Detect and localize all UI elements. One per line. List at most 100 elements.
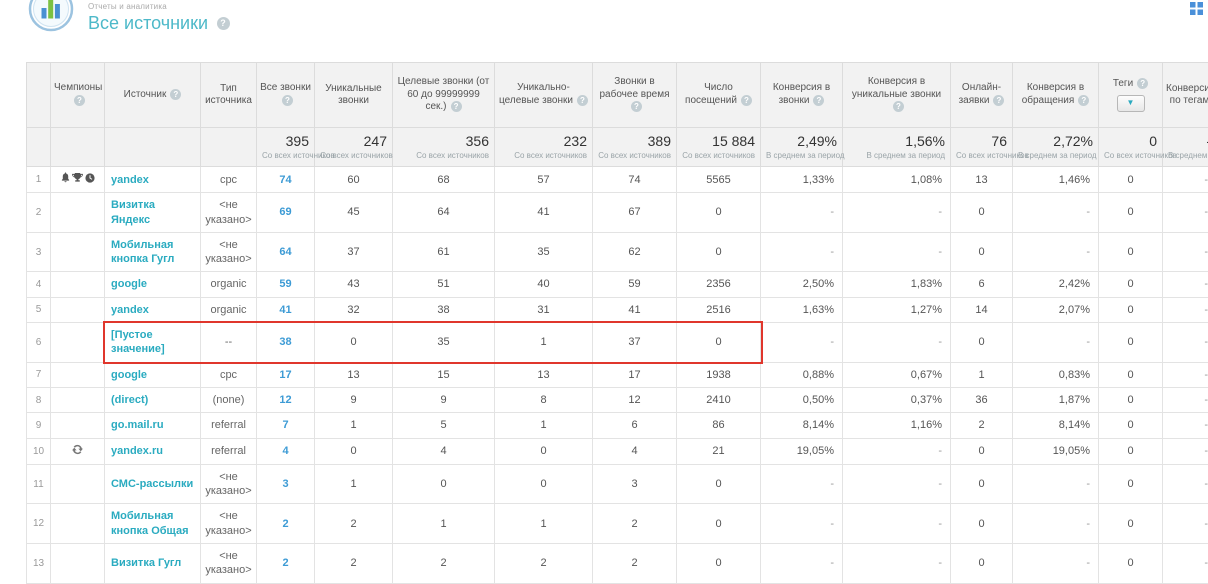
col-header-visits[interactable]: Число посещений? <box>677 63 761 128</box>
cell-visits: 0 <box>677 464 761 504</box>
source-link[interactable]: Визитка Яндекс <box>111 199 155 225</box>
col-header-target_calls[interactable]: Целевые звонки (от 60 до 99999999 сек.)? <box>393 63 495 128</box>
cell-visits: 0 <box>677 193 761 233</box>
cell-conv_tags: - <box>1163 272 1208 297</box>
cell-source-type: <не указано> <box>201 464 257 504</box>
report-logo-icon <box>28 0 74 37</box>
cell-conv_appeals: - <box>1013 232 1099 272</box>
help-icon[interactable]: ? <box>631 101 642 112</box>
col-header-type[interactable]: Тип источника <box>201 63 257 128</box>
cell-conv_appeals: - <box>1013 193 1099 233</box>
help-icon[interactable]: ? <box>1137 78 1148 89</box>
cell-work_calls: 12 <box>593 387 677 412</box>
title-help-icon[interactable]: ? <box>217 17 230 30</box>
cell-work_calls: 2 <box>593 544 677 584</box>
cell-online_leads: 14 <box>951 297 1013 322</box>
col-header-conv_calls[interactable]: Конверсия в звонки? <box>761 63 843 128</box>
cell-conv_unique: 0,67% <box>843 362 951 387</box>
cell-unique_target_calls: 40 <box>495 272 593 297</box>
help-icon[interactable]: ? <box>577 95 588 106</box>
help-icon[interactable]: ? <box>813 95 824 106</box>
col-header-source[interactable]: Источник? <box>105 63 201 128</box>
cell-source: (direct) <box>105 387 201 412</box>
help-icon[interactable]: ? <box>451 101 462 112</box>
cell-conv_unique: - <box>843 544 951 584</box>
trophy-icon[interactable] <box>72 173 83 187</box>
cell-visits: 2410 <box>677 387 761 412</box>
cell-all_calls: 12 <box>257 387 315 412</box>
col-header-champions[interactable]: Чемпионы? <box>51 63 105 128</box>
source-link[interactable]: yandex <box>111 304 149 316</box>
cell-conv_unique: - <box>843 232 951 272</box>
cell-visits: 0 <box>677 232 761 272</box>
col-header-all_calls[interactable]: Все звонки? <box>257 63 315 128</box>
col-header-tags[interactable]: Теги?▼ <box>1099 63 1163 128</box>
cell-unique_target_calls: 41 <box>495 193 593 233</box>
cell-row-number: 11 <box>27 464 51 504</box>
apps-grid-icon[interactable] <box>1190 2 1203 20</box>
cell-champions <box>51 362 105 387</box>
cell-all_calls: 38 <box>257 323 315 363</box>
cell-target_calls: 5 <box>393 413 495 438</box>
source-link[interactable]: yandex <box>111 174 149 186</box>
col-header-conv_appeals[interactable]: Конверсия в обращения? <box>1013 63 1099 128</box>
help-icon[interactable]: ? <box>74 95 85 106</box>
col-header-unique_target_calls[interactable]: Уникально-целевые звонки? <box>495 63 593 128</box>
help-icon[interactable]: ? <box>741 95 752 106</box>
cell-conv_calls: 0,50% <box>761 387 843 412</box>
col-header-unique_calls[interactable]: Уникальные звонки <box>315 63 393 128</box>
source-link[interactable]: google <box>111 369 147 381</box>
col-header-online_leads[interactable]: Онлайн-заявки? <box>951 63 1013 128</box>
help-icon[interactable]: ? <box>282 95 293 106</box>
cell-conv_unique: 1,16% <box>843 413 951 438</box>
cell-unique_calls: 1 <box>315 464 393 504</box>
tags-filter-button[interactable]: ▼ <box>1117 95 1145 112</box>
total-empty <box>27 128 51 167</box>
cell-champions <box>51 413 105 438</box>
cell-target_calls: 64 <box>393 193 495 233</box>
source-link[interactable]: Визитка Гугл <box>111 557 181 569</box>
cell-row-number: 4 <box>27 272 51 297</box>
cell-champions <box>51 438 105 464</box>
help-icon[interactable]: ? <box>993 95 1004 106</box>
help-icon[interactable]: ? <box>1078 95 1089 106</box>
cell-conv_appeals: 19,05% <box>1013 438 1099 464</box>
source-link[interactable]: go.mail.ru <box>111 419 164 431</box>
col-header-conv_tags[interactable]: Конверсия по тегам <box>1163 63 1208 128</box>
clock-icon[interactable] <box>85 173 95 187</box>
total-empty <box>201 128 257 167</box>
cell-unique_target_calls: 0 <box>495 438 593 464</box>
source-link[interactable]: yandex.ru <box>111 445 163 457</box>
cell-unique_calls: 9 <box>315 387 393 412</box>
cell-conv_appeals: - <box>1013 544 1099 584</box>
cell-online_leads: 1 <box>951 362 1013 387</box>
source-link[interactable]: Мобильная кнопка Гугл <box>111 239 174 265</box>
source-link[interactable]: google <box>111 278 147 290</box>
cell-conv_appeals: 2,42% <box>1013 272 1099 297</box>
bell-icon[interactable] <box>61 172 70 187</box>
col-header-conv_unique[interactable]: Конверсия в уникальные звонки? <box>843 63 951 128</box>
cell-target_calls: 35 <box>393 323 495 363</box>
cell-champions <box>51 323 105 363</box>
cell-unique_target_calls: 31 <box>495 297 593 322</box>
cell-tags: 0 <box>1099 297 1163 322</box>
source-link[interactable]: Мобильная кнопка Общая <box>111 510 189 536</box>
cell-visits: 5565 <box>677 167 761 193</box>
source-link[interactable]: СМС-рассылки <box>111 478 193 490</box>
cell-champions <box>51 167 105 193</box>
cell-all_calls: 2 <box>257 504 315 544</box>
source-link[interactable]: [Пустое значение] <box>111 329 165 355</box>
help-icon[interactable]: ? <box>170 89 181 100</box>
help-icon[interactable]: ? <box>893 101 904 112</box>
col-header-work_calls[interactable]: Звонки в рабочее время? <box>593 63 677 128</box>
refresh-icon[interactable] <box>72 444 83 459</box>
cell-tags: 0 <box>1099 232 1163 272</box>
source-link[interactable]: (direct) <box>111 394 148 406</box>
